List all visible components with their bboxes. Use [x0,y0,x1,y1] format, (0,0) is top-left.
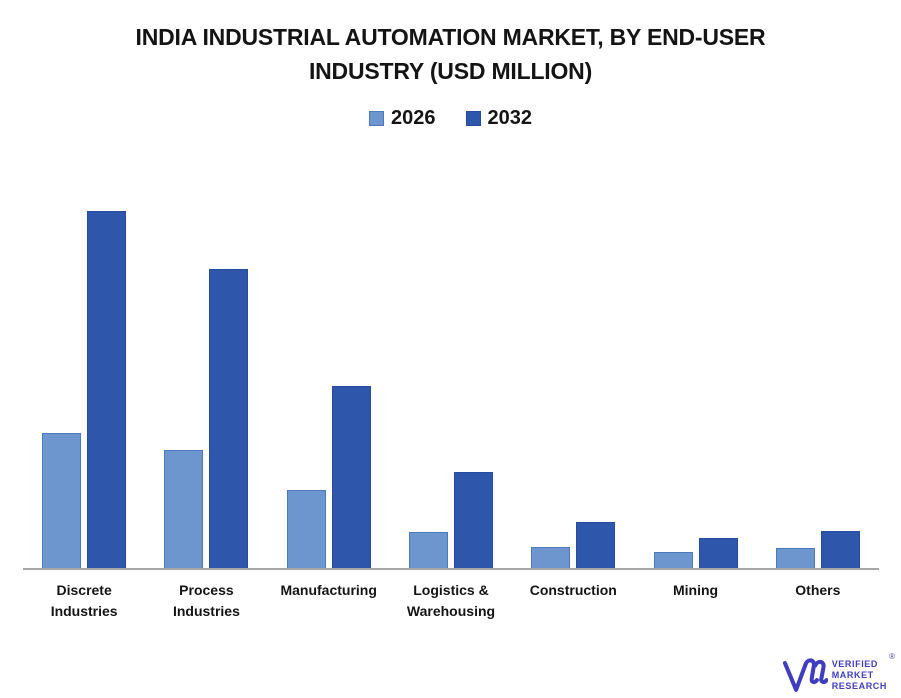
bar-2032 [576,522,616,568]
category-label: Process Industries [172,582,240,619]
logo-line-market: MARKET [831,669,874,680]
bar-2026 [531,547,571,568]
bar-group [512,160,634,568]
vmr-logo: ® VERIFIED MARKET RESEARCH [782,652,895,694]
legend-label-2026: 2026 [391,107,436,129]
bar-group [23,160,145,568]
vmr-monogram-icon [782,658,828,692]
bar-2026 [775,548,815,568]
bar-2032 [453,472,493,568]
bar-2032 [87,211,127,568]
bar-2032 [820,531,860,568]
legend-swatch-2026 [369,111,384,126]
bar-2032 [698,538,738,568]
legend-label-2032: 2032 [487,107,533,129]
legend-item-2032: 2032 [465,107,533,130]
bar-2026 [408,532,448,568]
chart-title-line1: INDIA INDUSTRIAL AUTOMATION MARKET, BY E… [135,24,766,50]
vmr-logo-text: ® VERIFIED MARKET RESEARCH [831,652,895,692]
plot-area [23,160,879,570]
legend: 2026 2032 [0,107,901,130]
bar-2026 [42,433,82,568]
bar-2032 [331,386,371,568]
category-label: Others [795,582,841,598]
category-label: Logistics & Warehousing [406,582,496,619]
category-label: Discrete Industries [50,582,118,619]
bar-group [634,160,756,568]
category-label: Mining [672,582,719,598]
category-labels: Discrete Industries Process Industries Man… [23,580,879,622]
bar-2026 [164,450,204,568]
bar-group [757,160,879,568]
logo-line-research: RESEARCH [831,680,887,691]
category-label: Construction [529,582,617,598]
logo-line-verified: VERIFIED [831,658,878,669]
category-label: Manufacturing [280,582,377,598]
bar-group [145,160,267,568]
bar-2032 [209,269,249,568]
legend-swatch-2032 [465,111,481,126]
legend-item-2026: 2026 [369,107,436,130]
bar-2026 [286,490,326,568]
bar-group [268,160,390,568]
bar-group [390,160,512,568]
registered-trademark: ® [889,651,895,661]
chart-title-line2: INDUSTRY (USD MILLION) [308,58,593,84]
bar-2026 [653,552,693,568]
chart-title: INDIA INDUSTRIAL AUTOMATION MARKET, BY E… [50,20,851,88]
